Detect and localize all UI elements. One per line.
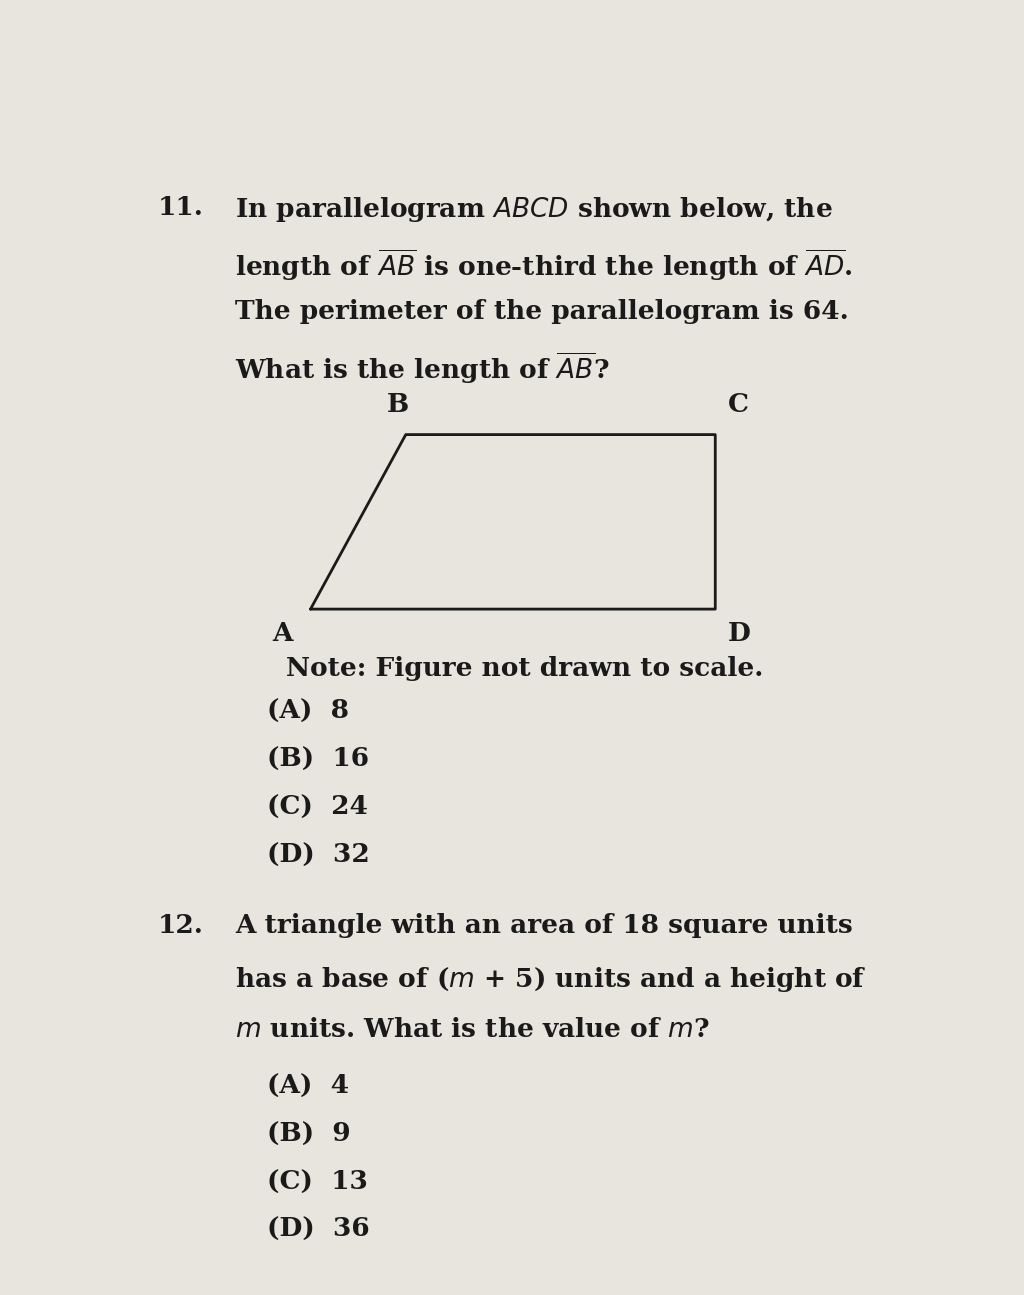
- Text: (A)  4: (A) 4: [267, 1074, 349, 1098]
- Text: (D)  32: (D) 32: [267, 843, 370, 868]
- Text: A: A: [272, 622, 293, 646]
- Text: length of $\overline{AB}$ is one-third the length of $\overline{AD}$.: length of $\overline{AB}$ is one-third t…: [236, 247, 853, 282]
- Text: D: D: [728, 622, 751, 646]
- Text: What is the length of $\overline{AB}$?: What is the length of $\overline{AB}$?: [236, 351, 609, 386]
- Text: Note: Figure not drawn to scale.: Note: Figure not drawn to scale.: [286, 657, 764, 681]
- Text: (B)  16: (B) 16: [267, 747, 369, 772]
- Text: In parallelogram $\mathit{ABCD}$ shown below, the: In parallelogram $\mathit{ABCD}$ shown b…: [236, 196, 833, 224]
- Text: A triangle with an area of 18 square units: A triangle with an area of 18 square uni…: [236, 913, 853, 939]
- Text: has a base of ($\mathit{m}$ + 5) units and a height of: has a base of ($\mathit{m}$ + 5) units a…: [236, 965, 866, 995]
- Text: (C)  24: (C) 24: [267, 795, 368, 820]
- Text: C: C: [728, 391, 749, 417]
- Text: 11.: 11.: [158, 196, 204, 220]
- Text: $\mathit{m}$ units. What is the value of $\mathit{m}$?: $\mathit{m}$ units. What is the value of…: [236, 1017, 711, 1042]
- Text: (B)  9: (B) 9: [267, 1121, 350, 1146]
- Text: 12.: 12.: [158, 913, 204, 939]
- Text: (C)  13: (C) 13: [267, 1169, 368, 1194]
- Text: (A)  8: (A) 8: [267, 699, 349, 724]
- Text: B: B: [387, 391, 409, 417]
- Text: The perimeter of the parallelogram is 64.: The perimeter of the parallelogram is 64…: [236, 299, 849, 324]
- Text: (D)  36: (D) 36: [267, 1217, 370, 1242]
